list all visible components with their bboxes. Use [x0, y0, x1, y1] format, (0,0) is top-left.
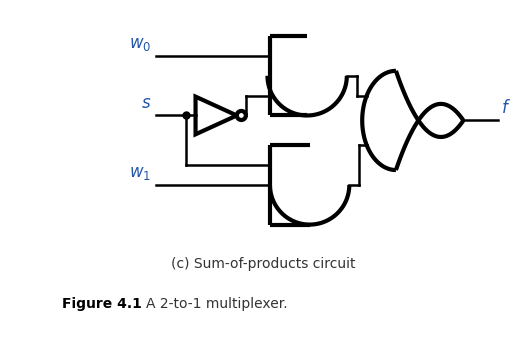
Text: Figure 4.1: Figure 4.1 — [62, 297, 141, 311]
Text: $w_1$: $w_1$ — [129, 164, 151, 182]
Text: A 2-to-1 multiplexer.: A 2-to-1 multiplexer. — [146, 297, 288, 311]
Text: (c) Sum-of-products circuit: (c) Sum-of-products circuit — [171, 257, 356, 271]
Text: $f$: $f$ — [501, 99, 511, 118]
Circle shape — [237, 111, 246, 120]
Text: $s$: $s$ — [141, 95, 151, 112]
Text: $w_0$: $w_0$ — [129, 35, 151, 53]
